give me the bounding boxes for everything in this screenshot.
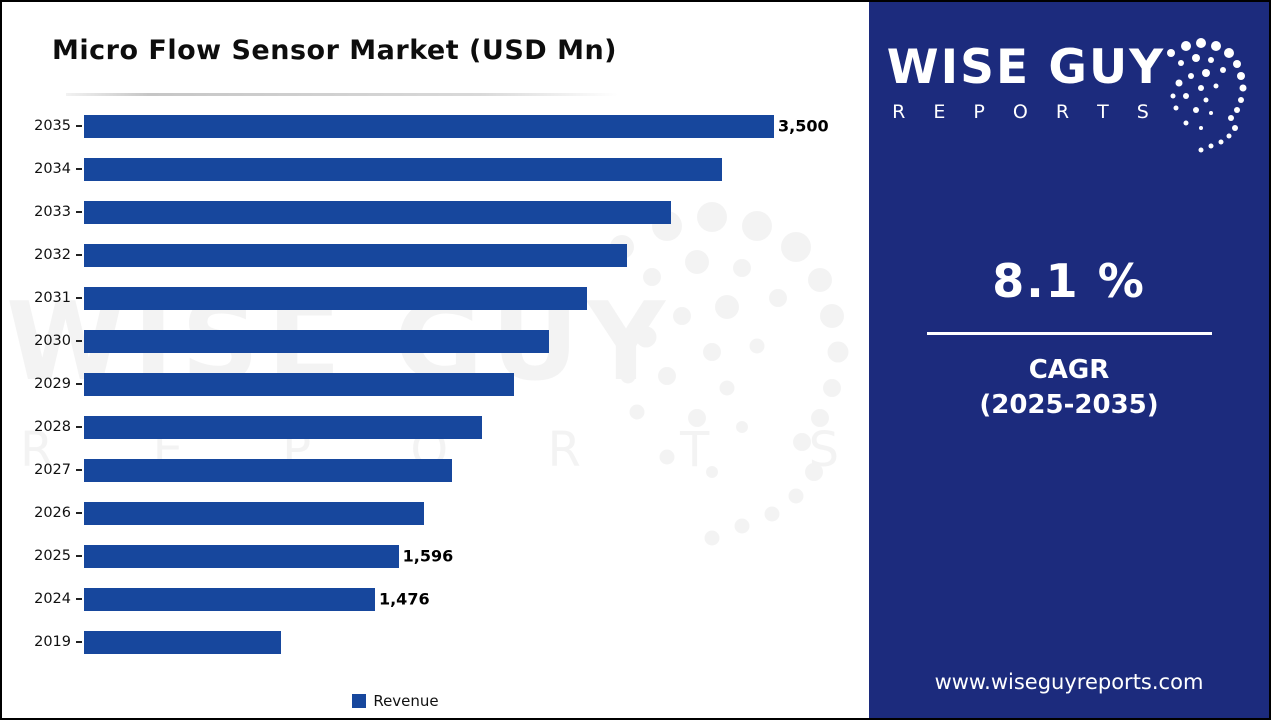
bar-row: 2019 (24, 630, 774, 654)
y-tick-label: 2035 (34, 118, 71, 134)
legend-marker (352, 694, 367, 708)
bar-value-label: 1,476 (378, 589, 430, 609)
bar-track (84, 630, 774, 654)
revenue-bar: 1,476 (84, 587, 430, 611)
y-tick-label: 2026 (34, 505, 71, 521)
y-tick-label: 2024 (34, 591, 71, 607)
y-tick-mark (76, 340, 82, 342)
chart-area: WISE GUY R E P O R T S Micro Flow Sensor… (2, 2, 869, 718)
revenue-bar (84, 200, 672, 224)
revenue-bar (84, 415, 482, 439)
sidebar: WISE GUY R E P O R T S 8.1 % CAGR (2 (869, 2, 1269, 718)
y-tick-label: 2019 (34, 634, 71, 650)
cagr-label-line2: (2025-2035) (979, 390, 1159, 421)
brand-subtitle: R E P O R T S (892, 101, 1160, 123)
y-tick-mark (76, 555, 82, 557)
bar-track: 3,500 (84, 114, 829, 138)
y-tick-mark (76, 383, 82, 385)
title-underline (66, 93, 618, 96)
bar-row: 2032 (24, 243, 774, 267)
revenue-bar: 1,596 (84, 544, 453, 568)
chart-title: Micro Flow Sensor Market (USD Mn) (52, 35, 618, 66)
y-tick-label: 2028 (34, 419, 71, 435)
bar-plot: 2035 3,500 2034 2033 2032 2031 2030 2029 2028 202… (24, 114, 829, 654)
revenue-bar: 3,500 (84, 114, 829, 138)
cagr-label-line1: CAGR (1028, 355, 1110, 385)
bar-track (84, 286, 774, 310)
bar-track (84, 243, 774, 267)
bar-row: 2034 (24, 157, 774, 181)
y-tick-mark (76, 512, 82, 514)
revenue-bar (84, 286, 587, 310)
bar-track: 1,596 (84, 544, 774, 568)
bar-track (84, 415, 774, 439)
cagr-divider (926, 332, 1212, 335)
bar-value-label: 1,596 (402, 546, 454, 566)
cagr-value: 8.1 % (992, 254, 1146, 308)
bar-row: 2029 (24, 372, 774, 396)
website-url: www.wiseguyreports.com (934, 670, 1204, 694)
bar-row: 2028 (24, 415, 774, 439)
bar-track (84, 157, 774, 181)
y-tick-mark (76, 125, 82, 127)
y-tick-mark (76, 598, 82, 600)
revenue-bar (84, 243, 628, 267)
bar-value-label: 3,500 (778, 116, 829, 136)
bar-track (84, 501, 774, 525)
y-tick-label: 2029 (34, 376, 71, 392)
brand-head-dots-icon (1167, 38, 1247, 153)
bar-row: 2025 1,596 (24, 544, 774, 568)
bar-track (84, 372, 774, 396)
bar-track (84, 329, 774, 353)
bar-row: 2030 (24, 329, 774, 353)
y-tick-label: 2025 (34, 548, 71, 564)
y-tick-label: 2033 (34, 204, 71, 220)
y-tick-mark (76, 254, 82, 256)
bar-row: 2031 (24, 286, 774, 310)
cagr-block: 8.1 % CAGR (2025-2035) (869, 254, 1269, 423)
bar-track (84, 458, 774, 482)
revenue-bar (84, 501, 425, 525)
legend: Revenue (2, 692, 789, 710)
brand-logo: WISE GUY R E P O R T S (869, 38, 1269, 153)
bar-row: 2024 1,476 (24, 587, 774, 611)
bar-row: 2027 (24, 458, 774, 482)
revenue-bar (84, 630, 282, 654)
y-tick-mark (76, 168, 82, 170)
brand-name: WISE GUY (886, 40, 1166, 95)
y-tick-label: 2031 (34, 290, 71, 306)
bar-row: 2033 (24, 200, 774, 224)
y-tick-label: 2032 (34, 247, 71, 263)
y-tick-mark (76, 211, 82, 213)
revenue-bar (84, 329, 549, 353)
y-tick-mark (76, 426, 82, 428)
bar-row: 2026 (24, 501, 774, 525)
y-tick-label: 2027 (34, 462, 71, 478)
bar-track (84, 200, 774, 224)
bar-track: 1,476 (84, 587, 774, 611)
revenue-bar (84, 458, 452, 482)
revenue-bar (84, 157, 723, 181)
y-tick-label: 2030 (34, 333, 71, 349)
y-tick-mark (76, 297, 82, 299)
y-tick-mark (76, 469, 82, 471)
y-tick-label: 2034 (34, 161, 71, 177)
bar-row: 2035 3,500 (24, 114, 829, 138)
y-tick-mark (76, 641, 82, 643)
revenue-bar (84, 372, 514, 396)
legend-label: Revenue (373, 692, 439, 710)
